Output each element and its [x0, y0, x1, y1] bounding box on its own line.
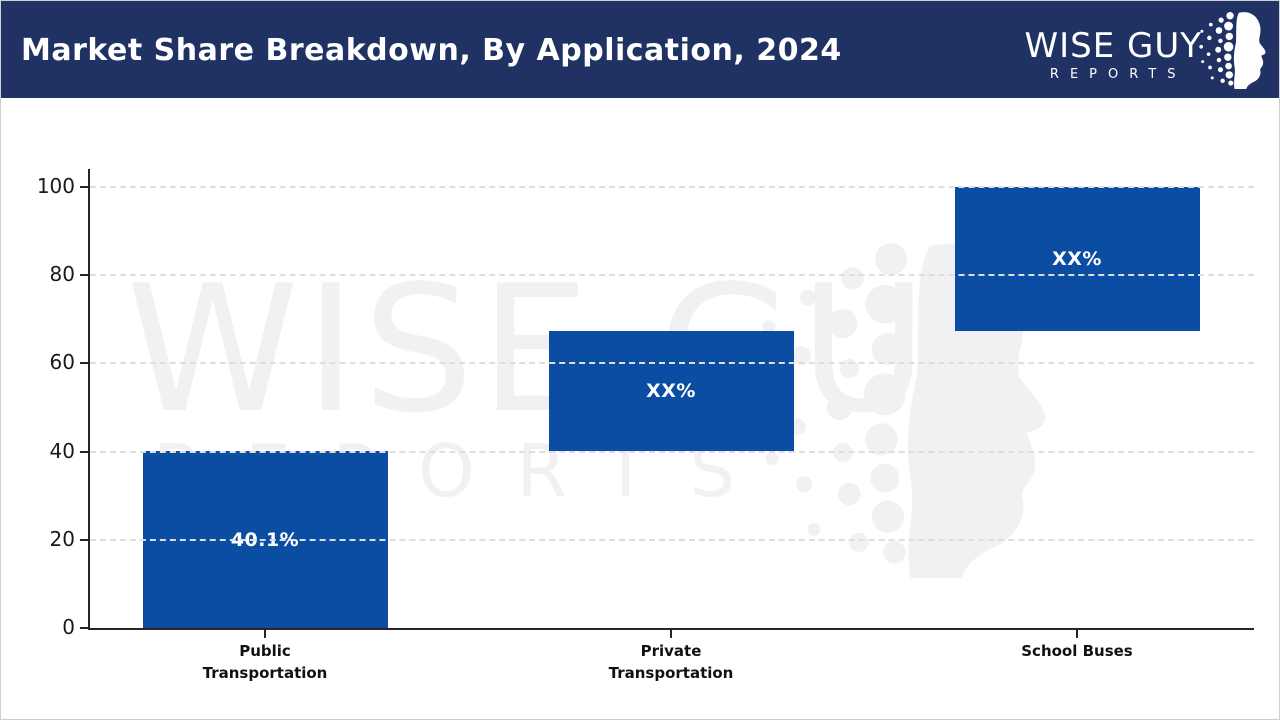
y-tick-label: 60	[49, 350, 75, 375]
gridline	[90, 538, 1254, 541]
y-tick-mark	[80, 538, 88, 541]
gridline	[90, 450, 1254, 453]
header: Market Share Breakdown, By Application, …	[1, 1, 1279, 98]
y-tick-mark	[80, 362, 88, 365]
y-tick-mark	[80, 627, 88, 629]
x-axis-label: Public Transportation	[202, 642, 328, 682]
gridline	[90, 362, 1254, 365]
bar-segment: XX%	[954, 187, 1200, 331]
x-axis-label: Private Transportation	[608, 642, 734, 682]
logo-wordmark: WISE GUY REPORTS	[1024, 29, 1202, 82]
y-tick-label: 20	[49, 526, 75, 551]
x-tick-mark	[670, 630, 672, 638]
logo-wise-guy-text: WISE GUY	[1024, 26, 1202, 66]
gridline	[90, 274, 1254, 277]
y-axis-line	[88, 169, 90, 630]
face-profile-dots-icon	[1199, 12, 1266, 89]
y-tick-mark	[80, 186, 88, 188]
y-tick-label: 80	[49, 262, 75, 287]
wise-guy-logo: WISE GUY REPORTS	[1024, 7, 1270, 91]
y-tick-label: 0	[62, 615, 75, 639]
y-tick-mark	[80, 274, 88, 277]
logo-reports-text: REPORTS	[1049, 67, 1187, 82]
x-axis-label: School Buses	[1021, 642, 1133, 660]
x-tick-mark	[1076, 630, 1078, 638]
y-tick-label: 100	[36, 174, 75, 198]
gridline	[90, 186, 1254, 188]
y-tick-label: 40	[49, 438, 75, 463]
y-tick-mark	[80, 450, 88, 453]
x-tick-mark	[264, 630, 266, 638]
page-title: Market Share Breakdown, By Application, …	[21, 33, 842, 68]
x-axis-line	[88, 628, 1254, 630]
bar-value-label: XX%	[646, 379, 696, 402]
bar-value-label: XX%	[1052, 247, 1102, 270]
bar-segment: XX%	[548, 330, 794, 452]
